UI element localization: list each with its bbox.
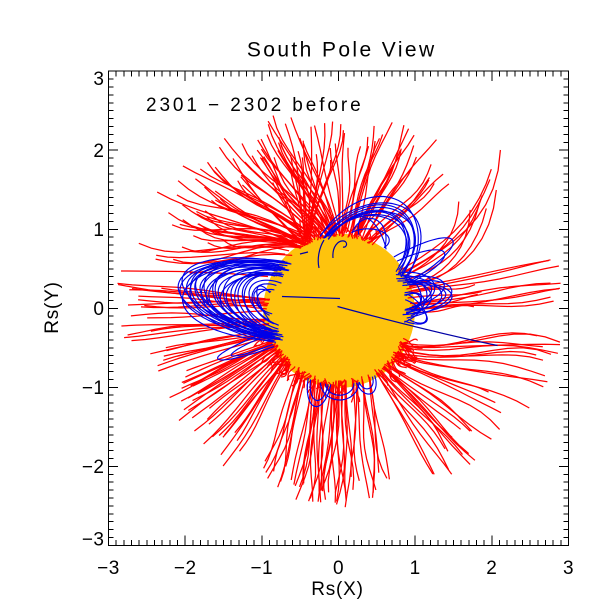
svg-text:Rs(Y): Rs(Y) (42, 281, 63, 334)
svg-text:2: 2 (93, 141, 104, 162)
svg-text:2: 2 (486, 558, 497, 579)
svg-text:0: 0 (333, 558, 344, 579)
svg-text:−3: −3 (82, 529, 105, 550)
svg-text:1: 1 (410, 558, 421, 579)
svg-text:Rs(X): Rs(X) (311, 579, 364, 600)
svg-text:South Pole View: South Pole View (247, 39, 437, 62)
svg-text:2301 − 2302 before: 2301 − 2302 before (146, 95, 364, 116)
svg-text:1: 1 (93, 220, 104, 241)
svg-text:−2: −2 (82, 457, 105, 478)
svg-text:−1: −1 (250, 558, 273, 579)
svg-text:3: 3 (563, 558, 574, 579)
svg-text:0: 0 (93, 299, 104, 320)
svg-text:−2: −2 (174, 558, 197, 579)
svg-text:3: 3 (93, 69, 104, 90)
svg-text:−1: −1 (82, 378, 105, 399)
svg-text:−3: −3 (97, 558, 120, 579)
